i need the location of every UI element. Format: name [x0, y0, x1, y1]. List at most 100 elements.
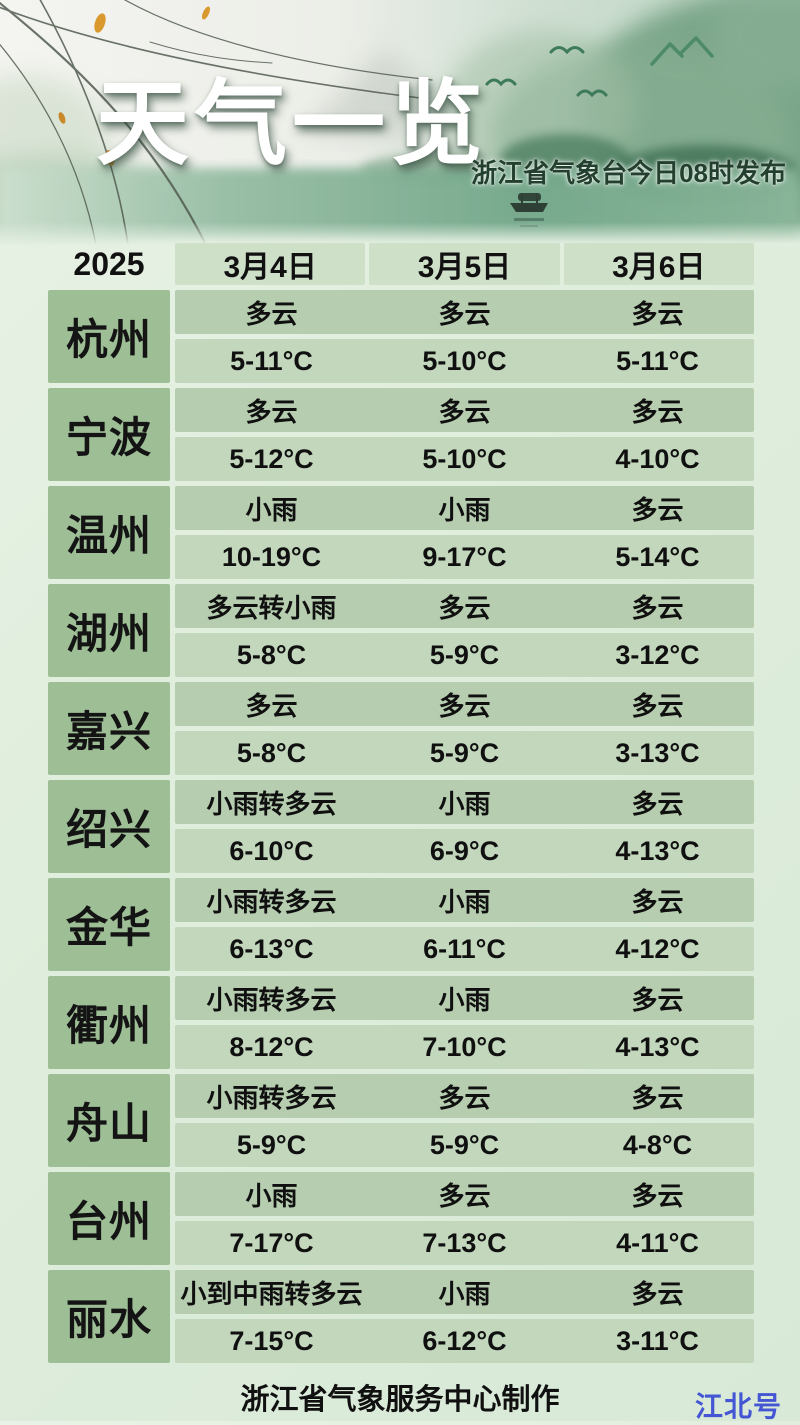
year-label: 2025: [73, 245, 145, 282]
date-header-3: 3月6日: [563, 243, 754, 285]
hanging-branches: [0, 0, 433, 245]
temperature-value: 5-9°C: [429, 737, 500, 768]
weather-value: 多云: [438, 298, 491, 329]
city-forecast-columns: 多云 多云 多云 5-12°C 5-10°C 4-10°C: [175, 388, 754, 481]
city-row: 台州 小雨 多云 多云 7-17°C 7-13°C 4-11°C: [48, 1172, 754, 1265]
temperature-value: 3-11°C: [616, 1325, 699, 1356]
temperature-row: 5-12°C 5-10°C 4-10°C: [175, 437, 754, 481]
temperature-value: 5-8°C: [236, 737, 307, 768]
city-forecast-columns: 小雨转多云 小雨 多云 8-12°C 7-10°C 4-13°C: [175, 976, 754, 1069]
city-row: 衢州 小雨转多云 小雨 多云 8-12°C 7-10°C 4-13°C: [48, 976, 754, 1069]
temperature-row: 7-17°C 7-13°C 4-11°C: [175, 1221, 754, 1265]
temperature-row: 6-10°C 6-9°C 4-13°C: [175, 829, 754, 873]
city-forecast-columns: 多云 多云 多云 5-8°C 5-9°C 3-13°C: [175, 682, 754, 775]
corner-foliage: [710, 0, 800, 90]
city-row: 嘉兴 多云 多云 多云 5-8°C 5-9°C 3-13°C: [48, 682, 754, 775]
city-row: 丽水 小到中雨转多云 小雨 多云 7-15°C 6-12°C 3-11°C: [48, 1270, 754, 1363]
city-name: 衢州: [48, 976, 170, 1069]
weather-value: 小到中雨转多云: [180, 1278, 363, 1309]
temperature-value: 5-10°C: [422, 345, 507, 376]
weather-value: 多云转小雨: [206, 592, 337, 623]
weather-row: 小雨 多云 多云: [175, 1172, 754, 1216]
city-row: 舟山 小雨转多云 多云 多云 5-9°C 5-9°C 4-8°C: [48, 1074, 754, 1167]
issue-time-label: 浙江省气象台今日08时发布: [471, 158, 786, 188]
temperature-value: 5-9°C: [429, 1129, 500, 1160]
city-forecast-columns: 小雨转多云 小雨 多云 6-13°C 6-11°C 4-12°C: [175, 878, 754, 971]
weather-row: 小雨转多云 多云 多云: [175, 1074, 754, 1118]
weather-value: 多云: [438, 592, 491, 623]
weather-value: 多云: [631, 788, 684, 819]
city-forecast-columns: 小雨 小雨 多云 10-19°C 9-17°C 5-14°C: [175, 486, 754, 579]
birds: [485, 46, 608, 98]
temperature-value: 7-17°C: [229, 1227, 314, 1258]
temperature-value: 5-10°C: [422, 443, 507, 474]
city-name: 宁波: [48, 388, 170, 481]
weather-value: 多云: [245, 298, 298, 329]
city-forecast-columns: 多云 多云 多云 5-11°C 5-10°C 5-11°C: [175, 290, 754, 383]
weather-row: 小雨 小雨 多云: [175, 486, 754, 530]
weather-value: 多云: [631, 396, 684, 427]
city-forecast-columns: 小雨转多云 小雨 多云 6-10°C 6-9°C 4-13°C: [175, 780, 754, 873]
weather-value: 多云: [245, 690, 298, 721]
temperature-value: 5-9°C: [429, 639, 500, 670]
footer-credit: 浙江省气象服务中心制作: [240, 1384, 560, 1416]
temperature-value: 6-13°C: [229, 933, 314, 964]
temperature-value: 7-15°C: [229, 1325, 314, 1356]
weather-value: 多云: [631, 494, 684, 525]
weather-value: 小雨: [438, 886, 491, 917]
weather-value: 小雨: [438, 984, 491, 1015]
temperature-value: 3-13°C: [615, 737, 700, 768]
temperature-value: 6-11°C: [423, 933, 506, 964]
temperature-row: 10-19°C 9-17°C 5-14°C: [175, 535, 754, 579]
temperature-row: 5-11°C 5-10°C 5-11°C: [175, 339, 754, 383]
weather-value: 多云: [438, 1180, 491, 1211]
temperature-value: 4-13°C: [615, 835, 700, 866]
weather-value: 多云: [631, 984, 684, 1015]
date-header-2: 3月5日: [369, 243, 560, 285]
weather-row: 多云转小雨 多云 多云: [175, 584, 754, 628]
city-forecast-columns: 小到中雨转多云 小雨 多云 7-15°C 6-12°C 3-11°C: [175, 1270, 754, 1363]
temperature-value: 8-12°C: [229, 1031, 314, 1062]
leaf-dots: [58, 6, 211, 166]
temperature-value: 5-8°C: [236, 639, 307, 670]
weather-row: 多云 多云 多云: [175, 682, 754, 726]
peak-strokes: [650, 36, 714, 66]
weather-value: 小雨: [245, 1180, 298, 1211]
temperature-value: 4-13°C: [615, 1031, 700, 1062]
temperature-value: 3-12°C: [615, 639, 700, 670]
watercolor-landscape: [0, 0, 800, 245]
weather-value: 小雨: [438, 788, 491, 819]
city-name: 台州: [48, 1172, 170, 1265]
poster-title: 天气一览: [96, 72, 488, 176]
city-row: 温州 小雨 小雨 多云 10-19°C 9-17°C 5-14°C: [48, 486, 754, 579]
temperature-row: 5-9°C 5-9°C 4-8°C: [175, 1123, 754, 1167]
temperature-value: 4-11°C: [616, 1227, 699, 1258]
weather-row: 小雨转多云 小雨 多云: [175, 878, 754, 922]
weather-row: 多云 多云 多云: [175, 290, 754, 334]
temperature-value: 5-11°C: [230, 345, 313, 376]
temperature-value: 5-14°C: [615, 541, 700, 572]
temperature-row: 7-15°C 6-12°C 3-11°C: [175, 1319, 754, 1363]
temperature-value: 6-12°C: [422, 1325, 507, 1356]
header-artwork: 天气一览 浙江省气象台今日08时发布: [0, 0, 800, 245]
city-forecast-columns: 多云转小雨 多云 多云 5-8°C 5-9°C 3-12°C: [175, 584, 754, 677]
temperature-value: 6-10°C: [229, 835, 314, 866]
weather-value: 多云: [438, 1082, 491, 1113]
table-body: 杭州 多云 多云 多云 5-11°C 5-10°C 5-11°C 宁波 多云 多云 多云 5-12°C…: [48, 290, 754, 1363]
weather-value: 小雨转多云: [206, 984, 337, 1015]
weather-value: 小雨: [438, 1278, 491, 1309]
temperature-value: 9-17°C: [422, 541, 507, 572]
city-forecast-columns: 小雨 多云 多云 7-17°C 7-13°C 4-11°C: [175, 1172, 754, 1265]
distant-mountain: [300, 48, 470, 135]
city-row: 宁波 多云 多云 多云 5-12°C 5-10°C 4-10°C: [48, 388, 754, 481]
weather-value: 多云: [631, 298, 684, 329]
city-name: 温州: [48, 486, 170, 579]
weather-value: 小雨: [245, 494, 298, 525]
temperature-row: 6-13°C 6-11°C 4-12°C: [175, 927, 754, 971]
city-name: 湖州: [48, 584, 170, 677]
city-forecast-columns: 小雨转多云 多云 多云 5-9°C 5-9°C 4-8°C: [175, 1074, 754, 1167]
publisher-watermark: 江北号: [694, 1391, 782, 1422]
city-row: 杭州 多云 多云 多云 5-11°C 5-10°C 5-11°C: [48, 290, 754, 383]
weather-value: 多云: [631, 690, 684, 721]
temperature-value: 4-10°C: [615, 443, 700, 474]
